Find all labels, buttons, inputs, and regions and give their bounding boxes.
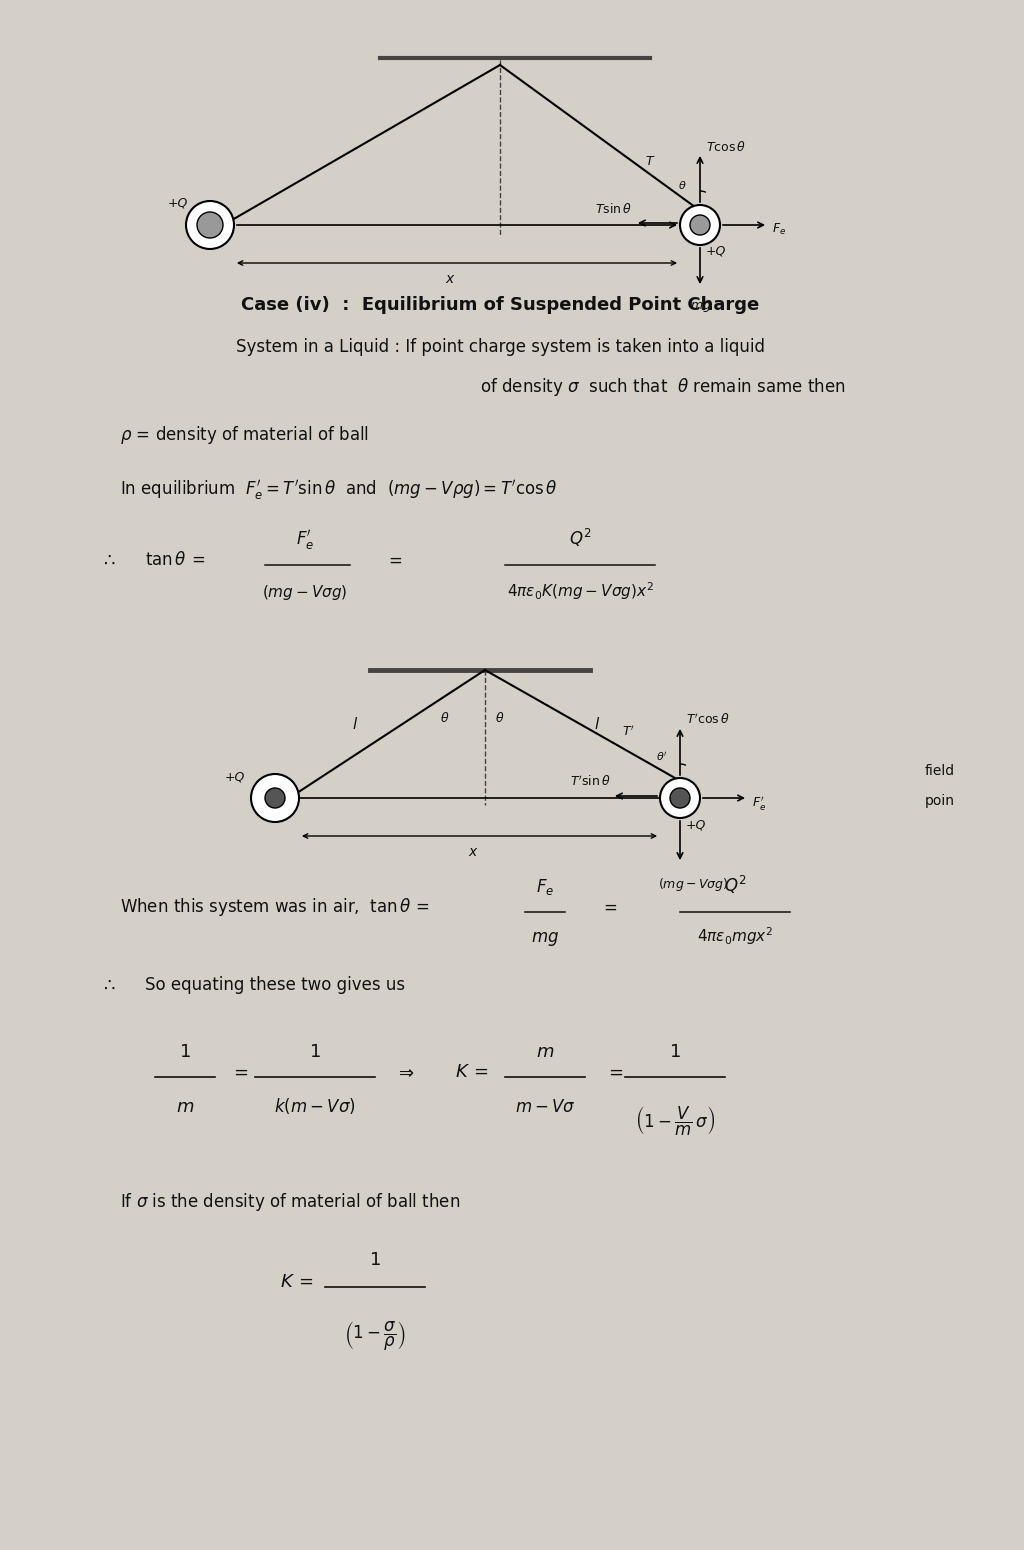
Text: $T\sin\theta$: $T\sin\theta$ [595,202,632,215]
Text: $K\,=$: $K\,=$ [455,1063,488,1080]
Text: $\theta$: $\theta$ [440,711,450,725]
Text: $=$: $=$ [230,1063,249,1080]
Text: In equilibrium  $F_e'=T'\sin\theta$  and  $(mg-V\rho g)=T'\cos\theta$: In equilibrium $F_e'=T'\sin\theta$ and $… [120,479,558,502]
Text: $\therefore$: $\therefore$ [100,976,116,994]
Text: $\rho$ = density of material of ball: $\rho$ = density of material of ball [120,425,369,446]
Text: $x$: $x$ [445,271,456,287]
Text: $T\cos\theta$: $T\cos\theta$ [706,140,746,153]
Text: $1$: $1$ [179,1043,190,1062]
Text: $T'\sin\theta$: $T'\sin\theta$ [570,775,610,789]
Circle shape [265,787,285,808]
Text: $m$: $m$ [536,1043,554,1062]
Circle shape [251,773,299,822]
Text: $\therefore$: $\therefore$ [100,550,116,569]
Text: $l$: $l$ [595,716,601,732]
Text: +Q: +Q [168,197,188,209]
Text: $1$: $1$ [669,1043,681,1062]
Circle shape [690,215,710,236]
Text: $F_e'$: $F_e'$ [752,794,766,812]
Text: Case (iv)  :  Equilibrium of Suspended Point Charge: Case (iv) : Equilibrium of Suspended Poi… [241,296,759,315]
Text: $m$: $m$ [176,1097,195,1116]
Circle shape [660,778,700,818]
Text: $F_e$: $F_e$ [772,222,786,237]
Text: $1$: $1$ [309,1043,321,1062]
Text: field: field [925,764,955,778]
Text: $=$: $=$ [600,897,617,916]
Text: +Q: +Q [706,245,726,257]
Text: When this system was in air,  $\tan\theta\,=$: When this system was in air, $\tan\theta… [120,896,430,918]
Text: $mg$: $mg$ [690,301,712,315]
Text: $\Rightarrow$: $\Rightarrow$ [395,1063,415,1080]
Circle shape [680,205,720,245]
Text: of density $\sigma$  such that  $\theta$ remain same then: of density $\sigma$ such that $\theta$ r… [480,377,846,398]
Circle shape [186,202,234,250]
Text: $\left(1-\dfrac{V}{m}\,\sigma\right)$: $\left(1-\dfrac{V}{m}\,\sigma\right)$ [635,1104,715,1136]
Text: $K\,=$: $K\,=$ [280,1273,313,1291]
Text: $\theta$: $\theta$ [495,711,505,725]
Text: $k(m-V\sigma)$: $k(m-V\sigma)$ [274,1096,356,1116]
Text: $=$: $=$ [385,550,402,569]
Text: $(mg-V\sigma g)$: $(mg-V\sigma g)$ [262,583,348,601]
Text: $T'$: $T'$ [622,724,635,739]
Text: $\theta'$: $\theta'$ [656,750,668,763]
Text: $T$: $T$ [645,155,655,167]
Text: System in a Liquid : If point charge system is taken into a liquid: System in a Liquid : If point charge sys… [236,338,765,356]
Text: $1$: $1$ [369,1251,381,1269]
Text: $F_e'$: $F_e'$ [296,529,314,552]
Text: $T'\cos\theta$: $T'\cos\theta$ [686,713,730,727]
Text: $\tan\theta\,=$: $\tan\theta\,=$ [145,550,205,569]
Circle shape [670,787,690,808]
Text: $4\pi\varepsilon_0 mgx^2$: $4\pi\varepsilon_0 mgx^2$ [697,925,773,947]
Text: If $\sigma$ is the density of material of ball then: If $\sigma$ is the density of material o… [120,1190,460,1214]
Circle shape [197,212,223,239]
Text: $m-V\sigma$: $m-V\sigma$ [514,1097,575,1116]
Text: $(mg-V\sigma g)$: $(mg-V\sigma g)$ [658,876,728,893]
Text: $mg$: $mg$ [531,930,559,949]
Text: +Q: +Q [686,818,707,831]
Text: $\left(1-\dfrac{\sigma}{\rho}\right)$: $\left(1-\dfrac{\sigma}{\rho}\right)$ [344,1319,406,1353]
Text: $F_e$: $F_e$ [536,877,554,897]
Text: +Q: +Q [225,770,246,783]
Text: $x$: $x$ [468,845,478,859]
Text: $\theta$: $\theta$ [678,178,687,191]
Text: $=$: $=$ [605,1063,624,1080]
Text: $4\pi\varepsilon_0 K(mg-V\sigma g)x^2$: $4\pi\varepsilon_0 K(mg-V\sigma g)x^2$ [507,580,653,601]
Text: $Q^2$: $Q^2$ [568,527,591,549]
Text: $Q^2$: $Q^2$ [724,874,746,896]
Text: $l$: $l$ [352,716,358,732]
Text: poin: poin [925,794,955,808]
Text: So equating these two gives us: So equating these two gives us [145,976,406,994]
